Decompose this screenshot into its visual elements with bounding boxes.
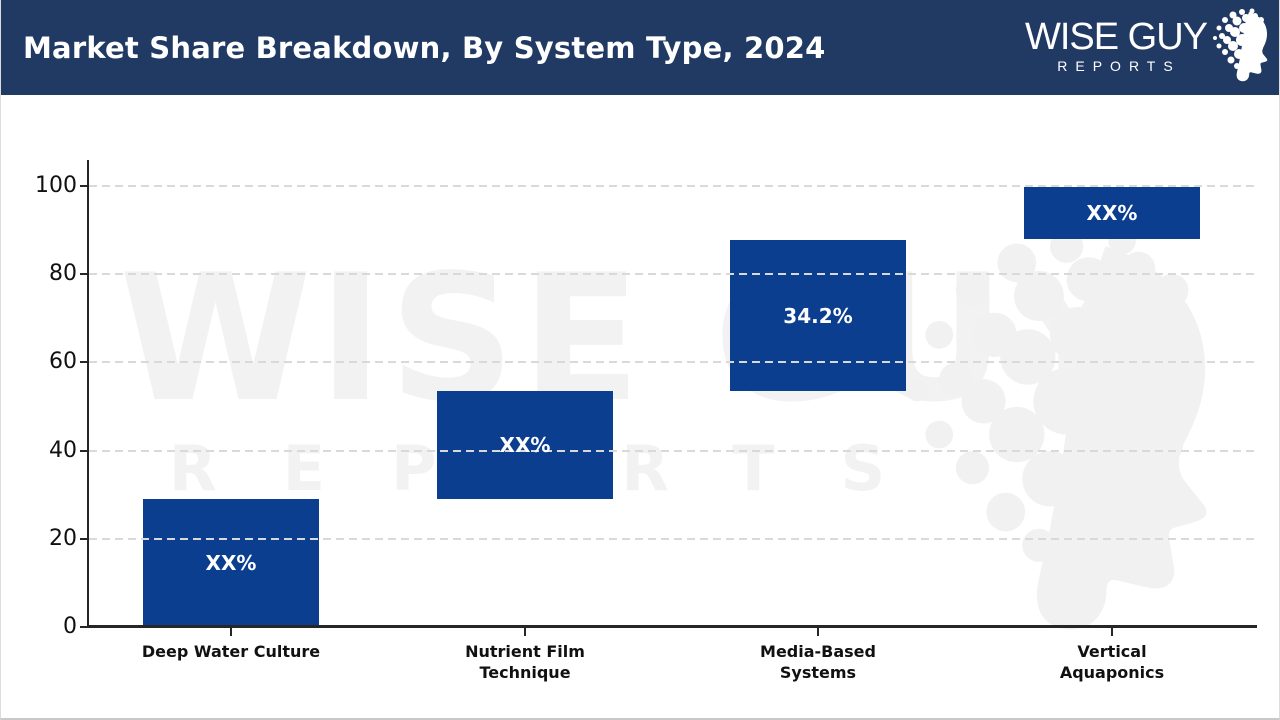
bar-deep-water-culture (143, 499, 319, 627)
x-tick-mark (524, 628, 526, 636)
bar-value-label-deep-water-culture: XX% (205, 551, 257, 576)
gridline-80 (89, 273, 1257, 276)
y-tick-mark (80, 361, 88, 364)
gridline-40 (89, 449, 1257, 452)
x-category-label-vertical-aquaponics: Vertical Aquaponics (1059, 642, 1165, 682)
y-tick-label: 20 (49, 525, 77, 551)
x-category-label-nutrient-film-technique: Nutrient Film Technique (465, 642, 585, 682)
x-category-label-deep-water-culture: Deep Water Culture (141, 642, 321, 661)
y-tick-mark (80, 449, 88, 452)
bar-vertical-aquaponics (1024, 186, 1200, 239)
y-tick-mark (80, 626, 88, 628)
x-category-label-media-based-systems: Media-Based Systems (760, 642, 876, 682)
bar-value-label-media-based-systems: 34.2% (783, 303, 853, 328)
bar-nutrient-film-technique (437, 391, 613, 500)
gridline-20 (89, 537, 1257, 540)
x-tick-mark (1111, 628, 1113, 636)
gridline-60 (89, 361, 1257, 364)
logo-brand-text: WISE GUY (1024, 15, 1208, 58)
y-tick-label: 60 (49, 349, 77, 375)
logo-text: WISE GUY REPORTS (1024, 15, 1208, 74)
y-tick-mark (80, 273, 88, 276)
y-tick-mark (80, 185, 88, 187)
y-tick-mark (80, 537, 88, 540)
bar-value-label-nutrient-film-technique: XX% (499, 433, 551, 458)
x-tick-mark (230, 628, 232, 636)
dotted-head-icon (1213, 8, 1268, 82)
header-bar: Market Share Breakdown, By System Type, … (1, 0, 1279, 95)
y-tick-label: 80 (49, 261, 77, 287)
page-title: Market Share Breakdown, By System Type, … (23, 30, 826, 65)
x-axis-line (87, 625, 1257, 628)
y-tick-label: 40 (49, 437, 77, 463)
y-axis-line (87, 160, 89, 628)
bar-value-label-vertical-aquaponics: XX% (1086, 200, 1138, 225)
x-tick-mark (817, 628, 819, 636)
wiseguy-logo: WISE GUY REPORTS (1025, 6, 1269, 84)
bar-media-based-systems (730, 240, 906, 391)
logo-reports-text: REPORTS (1057, 57, 1181, 74)
watermark-head-icon (906, 226, 1207, 630)
y-tick-label: 0 (63, 614, 77, 639)
y-tick-label: 100 (35, 173, 77, 198)
gridline-100 (89, 185, 1257, 187)
